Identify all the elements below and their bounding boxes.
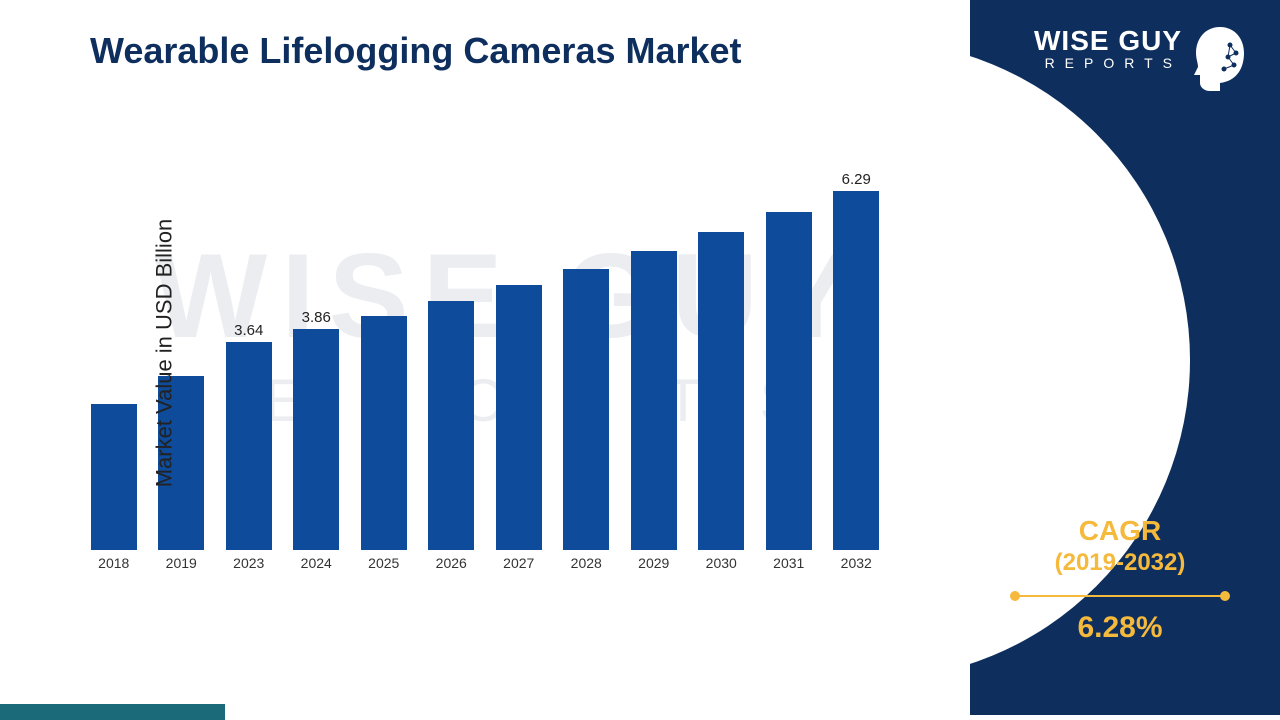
cagr-divider bbox=[1015, 595, 1225, 597]
bar-group: 4.63 bbox=[485, 265, 552, 550]
cagr-title: CAGR bbox=[990, 515, 1250, 547]
x-axis-label: 2028 bbox=[553, 555, 620, 571]
bar bbox=[361, 316, 407, 550]
logo-main-text: WISE GUY bbox=[1034, 25, 1182, 57]
bottom-accent-bar bbox=[0, 704, 225, 720]
head-icon bbox=[1190, 25, 1250, 95]
bar bbox=[833, 191, 879, 550]
bar bbox=[91, 404, 137, 550]
logo-sub-text: REPORTS bbox=[1045, 55, 1182, 71]
x-axis-labels: 2018201920232024202520262027202820292030… bbox=[80, 555, 890, 571]
bar-value-label: 6.29 bbox=[842, 171, 871, 189]
bar-group: 4.36 bbox=[418, 281, 485, 550]
bar-group: 5.23 bbox=[620, 231, 687, 550]
bar-group: 5.91 bbox=[755, 192, 822, 550]
bars-container: 2.553.053.643.864.104.364.634.925.235.56… bbox=[80, 130, 890, 550]
bar-group: 3.86 bbox=[283, 309, 350, 550]
x-axis-label: 2025 bbox=[350, 555, 417, 571]
bar bbox=[698, 232, 744, 550]
bar bbox=[631, 251, 677, 550]
x-axis-label: 2024 bbox=[283, 555, 350, 571]
cagr-block: CAGR (2019-2032) 6.28% bbox=[990, 515, 1250, 645]
bar bbox=[563, 269, 609, 550]
bar bbox=[496, 285, 542, 550]
cagr-period: (2019-2032) bbox=[990, 549, 1250, 577]
y-axis-label: Market Value in USD Billion bbox=[151, 219, 177, 488]
x-axis-label: 2018 bbox=[80, 555, 147, 571]
chart-area: 2.553.053.643.864.104.364.634.925.235.56… bbox=[80, 130, 890, 550]
bar-group: 5.56 bbox=[688, 212, 755, 550]
x-axis-label: 2026 bbox=[418, 555, 485, 571]
bar-group: 2.55 bbox=[80, 384, 147, 550]
bar bbox=[293, 329, 339, 550]
bar-group: 6.29 bbox=[823, 171, 890, 550]
bar-value-label: 3.86 bbox=[302, 309, 331, 327]
x-axis-label: 2032 bbox=[823, 555, 890, 571]
bar bbox=[226, 342, 272, 550]
bar-group: 4.10 bbox=[350, 296, 417, 550]
x-axis-label: 2019 bbox=[148, 555, 215, 571]
bar-group: 3.64 bbox=[215, 322, 282, 550]
bar bbox=[766, 212, 812, 550]
bar bbox=[428, 301, 474, 550]
chart-title: Wearable Lifelogging Cameras Market bbox=[90, 30, 742, 72]
logo: WISE GUY REPORTS bbox=[1034, 25, 1250, 95]
bar-group: 4.92 bbox=[553, 249, 620, 550]
x-axis-label: 2029 bbox=[620, 555, 687, 571]
x-axis-label: 2031 bbox=[755, 555, 822, 571]
x-axis-label: 2023 bbox=[215, 555, 282, 571]
cagr-value: 6.28% bbox=[990, 611, 1250, 645]
x-axis-label: 2027 bbox=[485, 555, 552, 571]
x-axis-label: 2030 bbox=[688, 555, 755, 571]
bar-value-label: 3.64 bbox=[234, 322, 263, 340]
